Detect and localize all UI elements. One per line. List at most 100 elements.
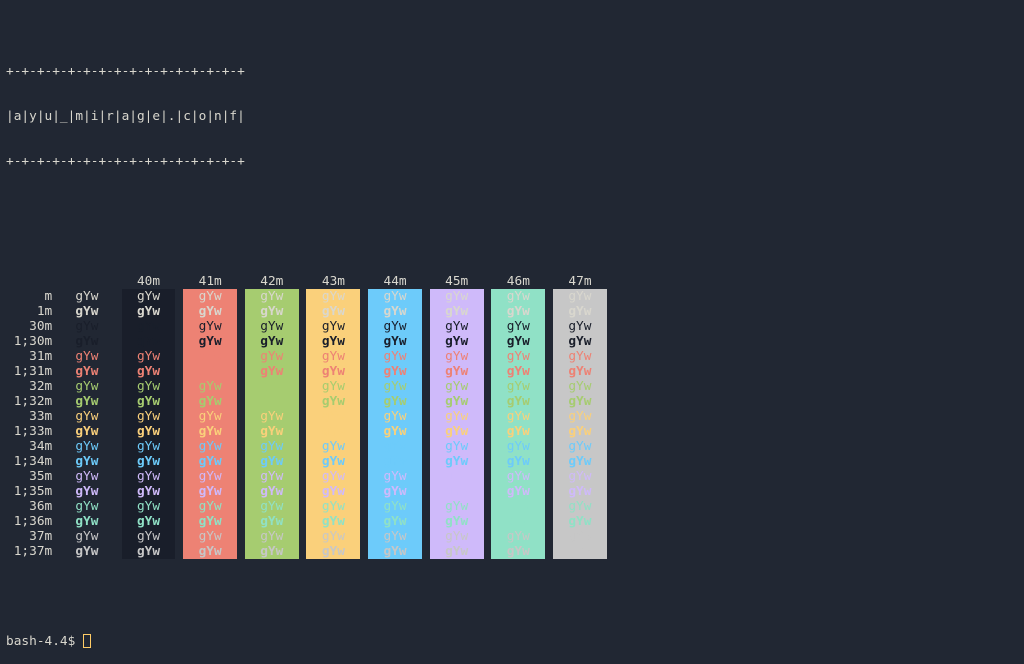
color-cell-47m: gYw <box>552 319 607 334</box>
cell-gap <box>422 364 430 379</box>
color-cell-44m: gYw <box>368 469 422 484</box>
cell-gap <box>545 394 553 409</box>
row-label: 1m <box>6 304 60 319</box>
color-cell-45m: gYw <box>429 439 484 454</box>
color-cell-42m: gYw <box>244 529 299 544</box>
cell-gap <box>484 454 492 469</box>
cell-gap <box>114 469 122 484</box>
chart-row: 36m gYw gYw gYw gYw gYw gYw gYw gYw gYw <box>6 499 1024 514</box>
color-cell-42m: gYw <box>244 289 299 304</box>
cell-gap <box>484 394 492 409</box>
color-cell-43m: gYw <box>306 514 361 529</box>
cell-gap <box>114 544 122 559</box>
cell-gap <box>484 349 492 364</box>
cell-gap <box>360 469 368 484</box>
color-cell-42m: gYw <box>244 439 299 454</box>
cell-gap <box>484 334 492 349</box>
color-cell-45m: gYw <box>429 319 484 334</box>
cell-gap <box>175 334 183 349</box>
color-cell-40m: gYw <box>121 529 176 544</box>
row-label: 1;31m <box>6 364 60 379</box>
cell-gap <box>484 379 492 394</box>
cell-gap <box>299 424 307 439</box>
cell-gap <box>545 439 553 454</box>
chart-row: 1m gYw gYw gYw gYw gYw gYw gYw gYw gYw <box>6 304 1024 319</box>
chart-row: 33m gYw gYw gYw gYw gYw gYw gYw gYw gYw <box>6 409 1024 424</box>
color-cell-46m: gYw <box>491 289 546 304</box>
color-cell-44m: gYw <box>368 364 422 379</box>
color-cell-43m: gYw <box>306 469 361 484</box>
color-cell-47m: gYw <box>552 499 607 514</box>
fg-sample-cell: gYw <box>59 394 114 409</box>
cell-gap <box>175 379 183 394</box>
cell-gap <box>545 349 553 364</box>
fg-sample-cell: gYw <box>59 349 114 364</box>
cell-gap <box>299 454 307 469</box>
cell-gap <box>360 514 368 529</box>
cell-gap <box>175 409 183 424</box>
cell-gap <box>484 529 492 544</box>
cell-gap <box>175 364 183 379</box>
color-cell-45m: gYw <box>429 379 484 394</box>
color-cell-43m: gYw <box>306 364 361 379</box>
cell-gap <box>484 289 492 304</box>
fg-sample-cell: gYw <box>59 499 114 514</box>
cell-gap <box>299 379 307 394</box>
cell-gap <box>360 439 368 454</box>
color-cell-45m: gYw <box>429 544 484 559</box>
color-cell-43m: gYw <box>306 529 361 544</box>
cell-gap <box>422 334 430 349</box>
color-cell-45m: gYw <box>429 514 484 529</box>
color-cell-47m: gYw <box>552 394 607 409</box>
cell-gap <box>175 454 183 469</box>
color-cell-43m: gYw <box>306 424 361 439</box>
color-cell-46m: gYw <box>491 409 546 424</box>
row-label: 30m <box>6 319 60 334</box>
color-cell-45m: gYw <box>429 289 484 304</box>
color-cell-42m: gYw <box>244 334 299 349</box>
ansi-color-chart: 40m 41m 42m 43m 44m 45m 46m 47m m gYw gY… <box>6 274 1024 559</box>
terminal-window[interactable]: +-+-+-+-+-+-+-+-+-+-+-+-+-+-+-+ |a|y|u|_… <box>0 0 1024 649</box>
cell-gap <box>360 379 368 394</box>
prompt-line[interactable]: bash-4.4$ <box>6 634 1024 649</box>
color-cell-47m: gYw <box>552 364 607 379</box>
color-cell-43m: gYw <box>306 334 361 349</box>
chart-row: 35m gYw gYw gYw gYw gYw gYw gYw gYw gYw <box>6 469 1024 484</box>
cell-gap <box>237 469 245 484</box>
chart-row: 1;31m gYw gYw gYw gYw gYw gYw gYw gYw gY… <box>6 364 1024 379</box>
color-cell-40m: gYw <box>121 439 176 454</box>
cell-gap <box>299 484 307 499</box>
cell-gap <box>175 469 183 484</box>
fg-sample-cell: gYw <box>59 439 114 454</box>
cell-gap <box>545 544 553 559</box>
row-label: 1;33m <box>6 424 60 439</box>
cell-gap <box>484 484 492 499</box>
cell-gap <box>422 349 430 364</box>
cell-gap <box>484 424 492 439</box>
color-cell-44m: gYw <box>368 319 422 334</box>
cell-gap <box>422 409 430 424</box>
color-cell-41m: gYw <box>183 349 238 364</box>
cell-gap <box>360 409 368 424</box>
row-label: 33m <box>6 409 60 424</box>
color-cell-47m: gYw <box>552 289 607 304</box>
cell-gap <box>114 304 122 319</box>
color-cell-42m: gYw <box>244 499 299 514</box>
color-cell-46m: gYw <box>491 544 546 559</box>
color-cell-44m: gYw <box>368 409 422 424</box>
blank-line <box>6 229 1024 244</box>
color-cell-46m: gYw <box>491 364 546 379</box>
cell-gap <box>299 409 307 424</box>
color-cell-47m: gYw <box>552 439 607 454</box>
cell-gap <box>237 349 245 364</box>
cell-gap <box>299 394 307 409</box>
color-cell-42m: gYw <box>244 544 299 559</box>
fg-sample-cell: gYw <box>59 484 114 499</box>
cell-gap <box>360 499 368 514</box>
cell-gap <box>114 499 122 514</box>
chart-row: 37m gYw gYw gYw gYw gYw gYw gYw gYw gYw <box>6 529 1024 544</box>
cell-gap <box>422 514 430 529</box>
cell-gap <box>484 544 492 559</box>
blank-line <box>6 589 1024 604</box>
fg-sample-cell: gYw <box>59 409 114 424</box>
